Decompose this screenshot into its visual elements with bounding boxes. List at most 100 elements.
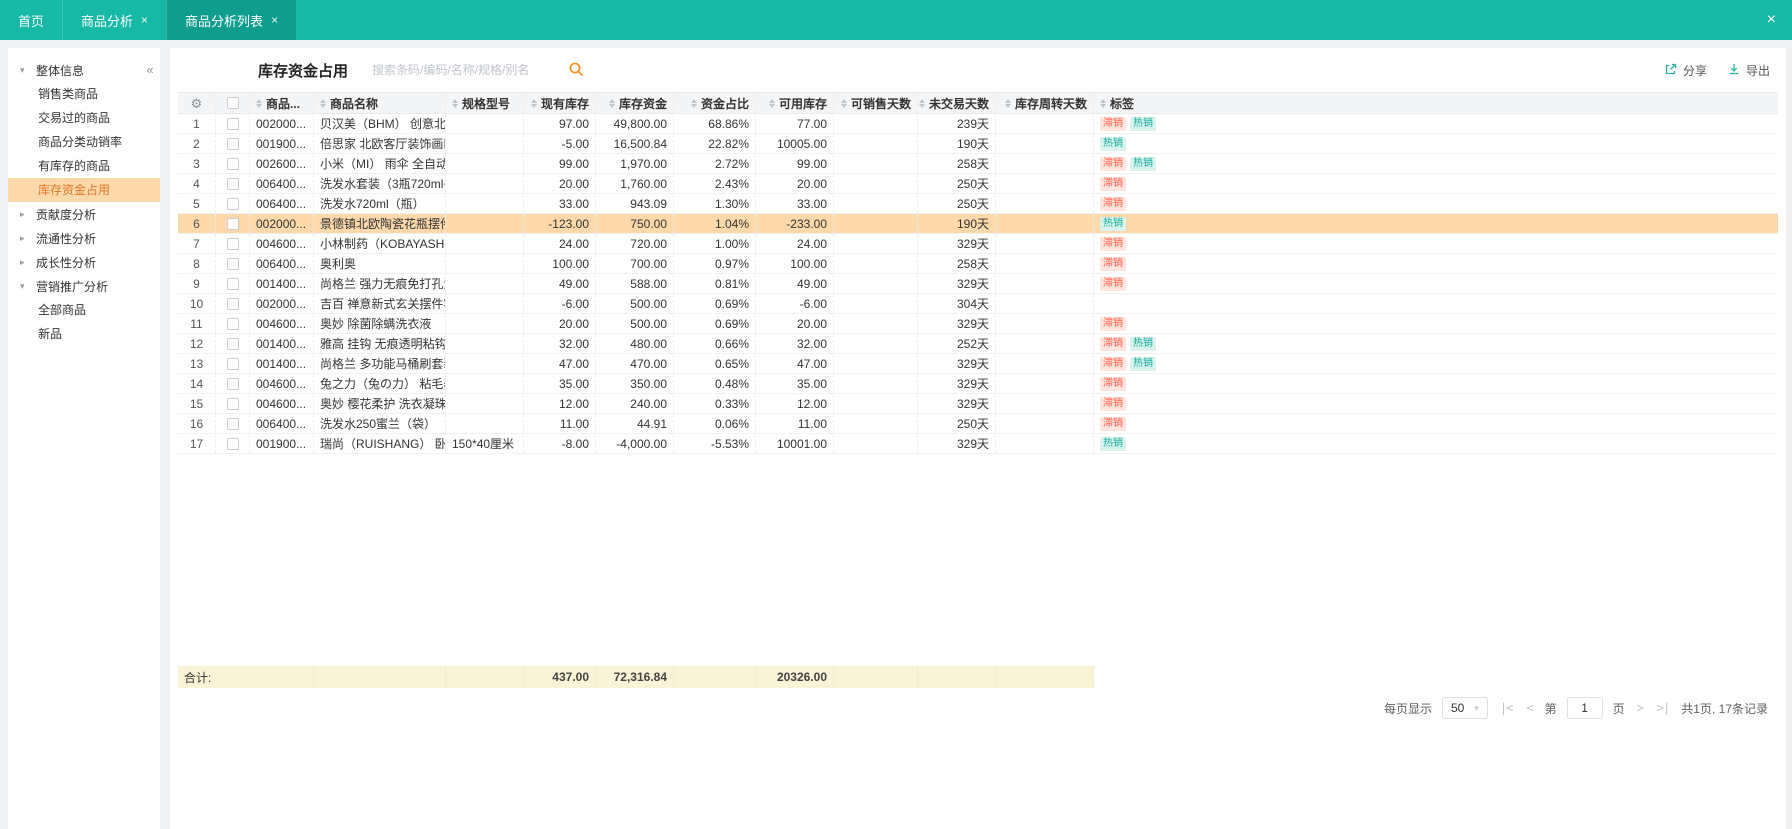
table-row[interactable]: 17 001900...瑞尚（RUISHANG） 卧室浴150*40厘米-8.00… (178, 434, 1778, 454)
table-row[interactable]: 2 001900...倍思家 北欧客厅装饰画卧室 -5.0016,500.8422.… (178, 134, 1778, 154)
row-checkbox[interactable] (226, 337, 239, 350)
table-row[interactable]: 11 004600... 奥妙 除菌除螨洗衣液 20.00 500.00 0.69% 20.… (178, 314, 1778, 334)
column-header[interactable]: 标签 (1094, 93, 1778, 113)
table-row[interactable]: 8 006400... 奥利奥 100.00 700.00 0.97% 100.00 258天… (178, 254, 1778, 274)
gear-icon[interactable]: ⚙ (190, 95, 203, 111)
tag-badge: 热销 (1130, 116, 1156, 131)
sidebar-section[interactable]: ▸ 贡献度分析 (8, 202, 160, 226)
close-icon[interactable]: × (271, 13, 279, 27)
share-button[interactable]: 分享 (1664, 62, 1707, 79)
close-icon[interactable]: × (141, 13, 149, 27)
row-checkbox[interactable] (226, 117, 239, 130)
cell-fund: 720.00 (596, 234, 674, 253)
row-checkbox[interactable] (226, 317, 239, 330)
sidebar-tree: ▾ 整体信息销售类商品交易过的商品 商品分类动销率 有库存的商品库存资金占用 ▸ 贡献度分… (8, 58, 160, 346)
sort-icon[interactable] (256, 98, 262, 108)
sort-icon[interactable] (1004, 98, 1011, 108)
row-checkbox[interactable] (226, 397, 239, 410)
row-checkbox[interactable] (226, 357, 239, 370)
cell-tags: 热销 (1094, 214, 1778, 233)
export-button[interactable]: 导出 (1727, 62, 1770, 79)
summary-no_trade (918, 666, 996, 688)
column-header[interactable]: 未交易天数 (918, 93, 996, 113)
row-checkbox[interactable] (226, 137, 239, 150)
row-checkbox[interactable] (226, 417, 239, 430)
page-input[interactable] (1566, 697, 1603, 719)
column-header[interactable]: 商品名称 (314, 93, 446, 113)
search-input[interactable] (372, 63, 563, 77)
table-row[interactable]: 4006400...洗发水套装（3瓶720ml+1瓶20.001,760.002… (178, 174, 1778, 194)
row-checkbox[interactable] (226, 277, 239, 290)
sort-icon[interactable] (452, 98, 458, 108)
column-header[interactable]: 规格型号 (446, 93, 524, 113)
sidebar-section[interactable]: ▾ 整体信息 (8, 58, 160, 82)
sidebar-item[interactable]: 全部商品 (38, 303, 87, 317)
sidebar-item[interactable]: 新品 (38, 327, 63, 341)
sort-icon[interactable] (768, 98, 775, 108)
table-row[interactable]: 5 006400... 洗发水720ml（瓶） 33.00 943.09 1.30% 33.… (178, 194, 1778, 214)
select-all-checkbox[interactable] (226, 97, 239, 109)
row-checkbox[interactable] (226, 257, 239, 270)
sort-icon[interactable] (918, 98, 925, 108)
sidebar-item[interactable]: 销售类商品 (38, 87, 99, 101)
tab-product-analysis-list[interactable]: 商品分析列表 × (166, 0, 297, 40)
row-checkbox[interactable] (226, 177, 239, 190)
cell-name: 倍思家 北欧客厅装饰画卧室 (314, 134, 446, 153)
row-checkbox[interactable] (226, 197, 239, 210)
sidebar-section[interactable]: ▾ 营销推广分析 (8, 274, 160, 298)
table-row[interactable]: 1 002000...贝汉美（BHM） 创意北欧陶 97.0049,800.0068… (178, 114, 1778, 134)
cell-stock: 100.00 (524, 254, 596, 273)
column-header[interactable]: 库存资金 (596, 93, 674, 113)
sort-icon[interactable] (840, 98, 847, 108)
tab-home[interactable]: 首页 (0, 0, 62, 40)
row-index: 4 (178, 174, 216, 193)
sidebar-section[interactable]: ▸ 流通性分析 (8, 226, 160, 250)
row-checkbox[interactable] (226, 217, 239, 230)
sort-icon[interactable] (1100, 98, 1106, 108)
sidebar-item[interactable]: 交易过的商品 (38, 111, 111, 125)
sort-icon[interactable] (320, 98, 326, 108)
column-header[interactable]: 资金占比 (674, 93, 756, 113)
sort-icon[interactable] (530, 98, 537, 108)
sort-icon[interactable] (690, 98, 697, 108)
sidebar-item[interactable]: 有库存的商品 (38, 159, 111, 173)
sidebar-section[interactable]: ▸ 成长性分析 (8, 250, 160, 274)
cell-fund: 700.00 (596, 254, 674, 273)
tab-product-analysis[interactable]: 商品分析 × (62, 0, 166, 40)
row-checkbox[interactable] (226, 237, 239, 250)
sidebar-item[interactable]: 库存资金占用 (8, 178, 160, 202)
column-header[interactable]: 可销售天数 (834, 93, 918, 113)
search-bar (372, 61, 584, 80)
table-row[interactable]: 16 006400... 洗发水250蜜兰（袋） 11.00 44.91 0.06% 11.… (178, 414, 1778, 434)
sidebar-collapse-button[interactable]: « (146, 61, 154, 77)
column-header[interactable]: 库存周转天数 (996, 93, 1094, 113)
last-page-button[interactable]: >| (1656, 701, 1670, 715)
window-close-icon[interactable]: × (1766, 11, 1776, 28)
cell-turnover (996, 354, 1094, 373)
prev-page-button[interactable]: < (1526, 701, 1533, 715)
row-checkbox[interactable] (226, 437, 239, 450)
column-header[interactable]: 可用库存 (756, 93, 834, 113)
per-page-select[interactable]: 50 ▾ (1442, 697, 1488, 719)
column-header[interactable]: 商品... (250, 93, 314, 113)
sidebar-item[interactable]: 商品分类动销率 (38, 135, 123, 149)
column-header[interactable]: 现有库存 (524, 93, 596, 113)
next-page-button[interactable]: > (1636, 701, 1644, 715)
cell-no_trade: 239天 (918, 114, 996, 133)
row-checkbox[interactable] (226, 157, 239, 170)
first-page-button[interactable]: |< (1499, 701, 1513, 715)
row-checkbox[interactable] (226, 297, 239, 310)
cell-code: 001400... (250, 354, 314, 373)
sort-icon[interactable] (608, 98, 615, 108)
row-checkbox[interactable] (226, 377, 239, 390)
search-button[interactable] (568, 61, 584, 80)
table-row[interactable]: 6 002000...景德镇北欧陶瓷花瓶摆件 优 -123.00750.001.04… (178, 214, 1778, 234)
